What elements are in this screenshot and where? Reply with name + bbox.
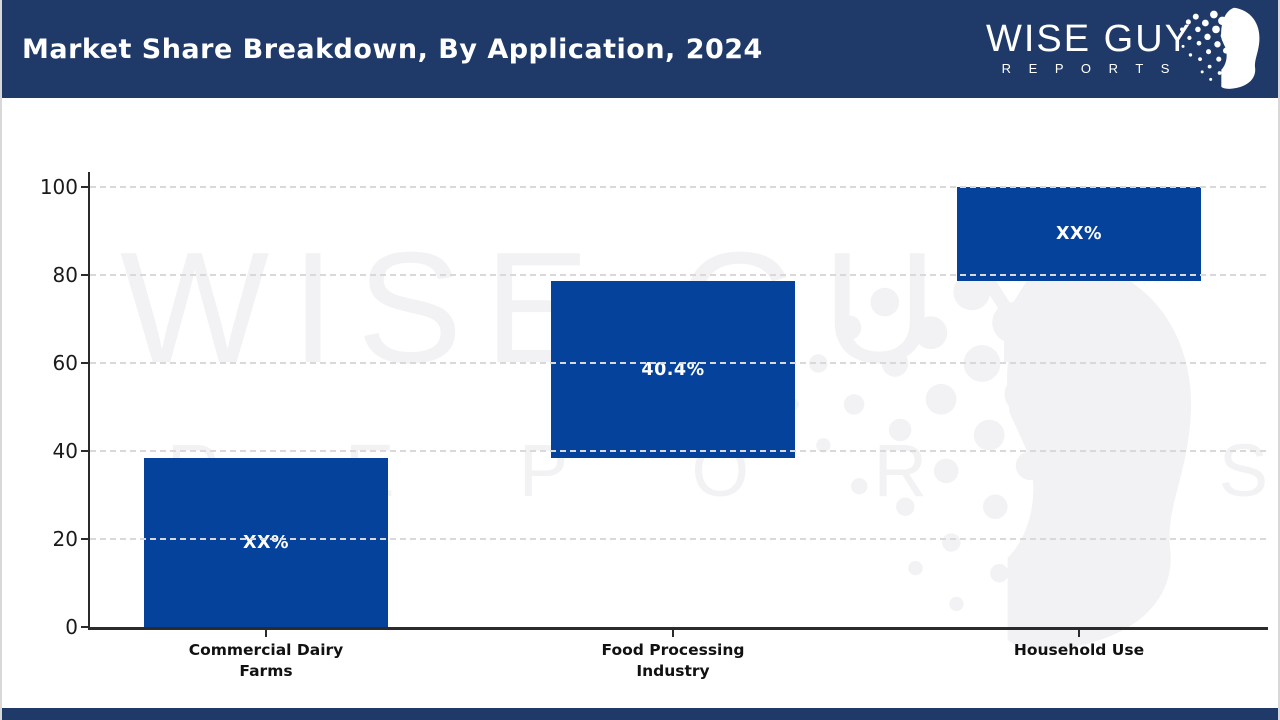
category-label: Commercial Dairy Farms	[188, 641, 344, 680]
y-tick-mark	[81, 450, 89, 452]
x-tick-mark	[672, 630, 674, 637]
watermark-face-icon	[786, 259, 1192, 650]
bar-value-label: 40.4%	[641, 359, 705, 380]
bar-value-label: XX%	[242, 532, 290, 553]
category-label: Household Use	[1013, 641, 1145, 659]
gridline	[90, 274, 1266, 276]
logo-text: WISE GUY R E P O R T S	[985, 18, 1192, 76]
gridline	[90, 362, 1266, 364]
y-tick-label: 40	[52, 439, 78, 463]
bar-value-label: XX%	[1055, 223, 1103, 244]
x-tick-mark	[265, 630, 267, 637]
report-title: Market Share Breakdown, By Application, …	[22, 33, 763, 65]
x-axis-line	[88, 627, 1268, 630]
header-bar: Market Share Breakdown, By Application, …	[2, 0, 1278, 98]
y-tick-label: 60	[52, 351, 78, 375]
category-label: Food Processing Industry	[601, 641, 745, 680]
bar-1: XX%	[144, 458, 388, 627]
gridline	[90, 186, 1266, 188]
y-tick-mark	[81, 274, 89, 276]
y-tick-mark	[81, 362, 89, 364]
wiseguy-logo: WISE GUY R E P O R T S	[986, 6, 1266, 90]
x-tick-mark	[1078, 630, 1080, 637]
gridline	[90, 450, 1266, 452]
plot-area: XX% 40.4% XX%	[90, 172, 1266, 627]
bar-3: XX%	[957, 187, 1201, 281]
y-axis-line	[88, 172, 90, 629]
y-tick-mark	[81, 626, 89, 628]
logo-face-icon	[1180, 7, 1260, 89]
y-tick-label: 80	[52, 263, 78, 287]
footer-bar	[2, 708, 1278, 720]
y-tick-mark	[81, 186, 89, 188]
bar-2: 40.4%	[551, 280, 795, 459]
logo-subtitle: R E P O R T S	[1001, 60, 1177, 76]
y-tick-mark	[81, 538, 89, 540]
waterfall-chart: WISE GUY R E P O R T S XX% 40.4% XX% 0 20 40…	[2, 98, 1280, 708]
gridline	[90, 538, 1266, 540]
y-tick-label: 20	[52, 527, 78, 551]
logo-wordmark: WISE GUY	[985, 18, 1192, 61]
y-tick-label: 0	[65, 615, 78, 639]
y-tick-label: 100	[39, 175, 78, 199]
